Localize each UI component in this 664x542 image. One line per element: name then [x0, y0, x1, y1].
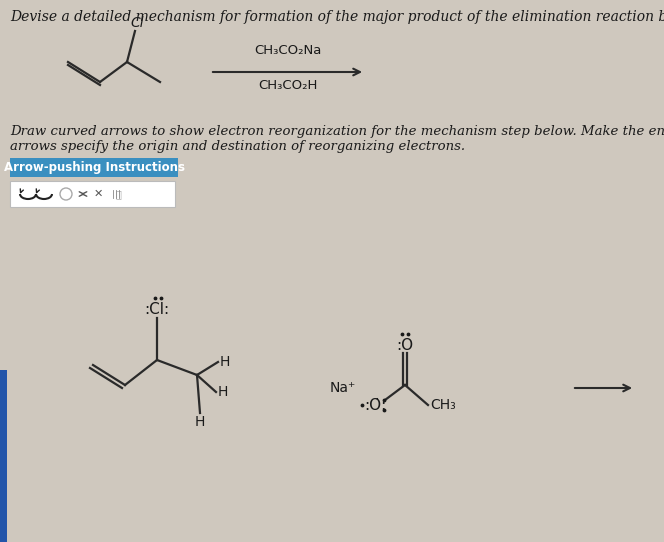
- Text: Arrow-pushing Instructions: Arrow-pushing Instructions: [3, 161, 185, 174]
- Text: Devise a detailed mechanism for formation of the major product of the eliminatio: Devise a detailed mechanism for formatio…: [10, 10, 664, 24]
- Bar: [0, 370, 7, 542]
- Text: :O: :O: [396, 338, 414, 352]
- Text: CH₃CO₂H: CH₃CO₂H: [258, 79, 317, 92]
- Text: :Ȯ:: :Ȯ:: [364, 397, 386, 412]
- Text: Na⁺: Na⁺: [330, 381, 357, 395]
- Text: Draw curved arrows to show electron reorganization for the mechanism step below.: Draw curved arrows to show electron reor…: [10, 125, 664, 138]
- Bar: [10, 181, 175, 207]
- Text: CH₃: CH₃: [430, 398, 456, 412]
- Text: CH₃CO₂Na: CH₃CO₂Na: [254, 44, 321, 57]
- Text: ⬜: ⬜: [115, 189, 121, 199]
- Text: ✕: ✕: [94, 189, 103, 199]
- Bar: [10, 158, 178, 177]
- Text: :Cl:: :Cl:: [145, 302, 169, 318]
- Text: H: H: [195, 415, 205, 429]
- Text: arrows specify the origin and destination of reorganizing electrons.: arrows specify the origin and destinatio…: [10, 140, 465, 153]
- Text: H: H: [218, 385, 228, 399]
- Text: H: H: [220, 355, 230, 369]
- Text: Cl: Cl: [130, 16, 143, 30]
